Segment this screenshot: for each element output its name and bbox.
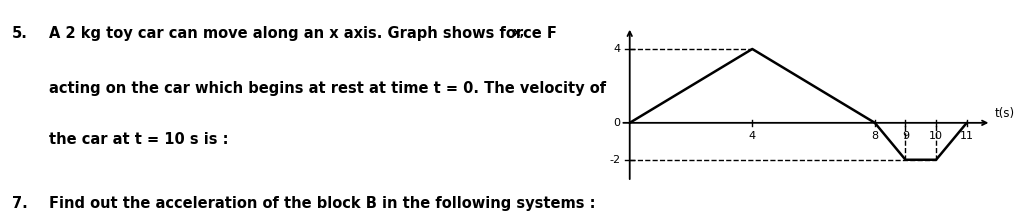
Text: 8: 8 — [871, 131, 879, 141]
Text: 11: 11 — [959, 131, 974, 141]
Text: 5.: 5. — [12, 26, 29, 40]
Text: 10: 10 — [929, 131, 943, 141]
Text: Find out the acceleration of the block B in the following systems :: Find out the acceleration of the block B… — [49, 196, 596, 211]
Text: the car at t = 10 s is :: the car at t = 10 s is : — [49, 132, 228, 147]
Text: x,: x, — [513, 26, 525, 39]
Text: A 2 kg toy car can move along an x axis. Graph shows force F: A 2 kg toy car can move along an x axis.… — [49, 26, 557, 40]
Text: 4: 4 — [613, 44, 621, 54]
Text: 0: 0 — [613, 118, 621, 128]
Text: 4: 4 — [749, 131, 756, 141]
Text: -2: -2 — [609, 155, 621, 165]
Text: 9: 9 — [902, 131, 909, 141]
Text: acting on the car which begins at rest at time t = 0. The velocity of: acting on the car which begins at rest a… — [49, 81, 606, 96]
Text: 7.: 7. — [12, 196, 28, 211]
Text: t(s): t(s) — [994, 107, 1015, 120]
